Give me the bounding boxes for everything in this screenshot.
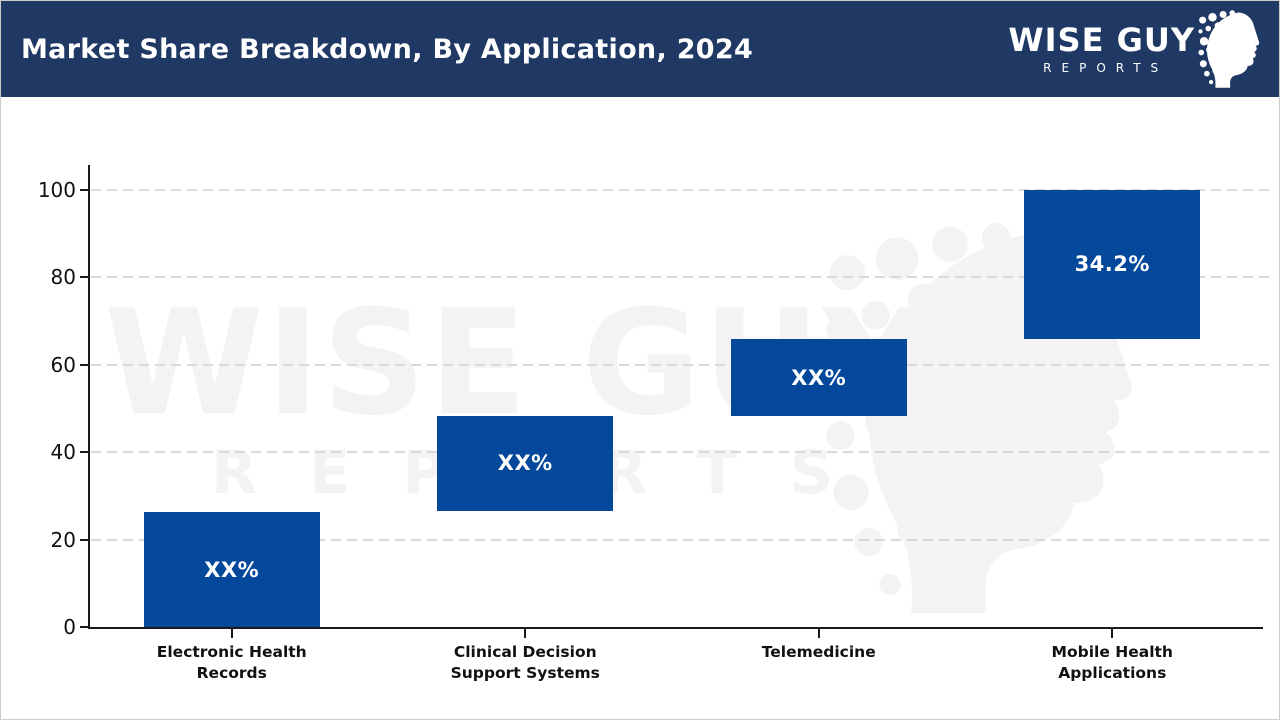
- y-axis-tick-mark: [80, 538, 89, 541]
- brand-logo: WISE GUY REPORTS: [1008, 10, 1271, 88]
- category-label: Clinical Decision Support Systems: [450, 643, 600, 682]
- bar-value-label: 34.2%: [1074, 252, 1150, 277]
- brand-name: WISE GUY: [1008, 20, 1195, 59]
- y-axis-tick-label: 40: [50, 440, 76, 464]
- y-axis-tick-label: 80: [50, 265, 76, 289]
- x-axis-tick-mark: [524, 629, 527, 638]
- category-label: Mobile Health Applications: [1051, 643, 1173, 682]
- gridline-80: [91, 276, 1271, 278]
- y-axis-tick-label: 0: [63, 615, 76, 639]
- brand-subtitle: REPORTS: [1043, 60, 1169, 75]
- gridline-40: [91, 451, 1271, 453]
- y-axis-tick-mark: [80, 363, 89, 366]
- x-axis-tick-mark: [1111, 629, 1114, 638]
- page-title: Market Share Breakdown, By Application, …: [21, 33, 754, 65]
- y-axis-tick-mark: [80, 276, 89, 278]
- x-axis-tick-mark: [230, 629, 233, 638]
- x-axis-spine: [88, 627, 1263, 629]
- bar-segment: XX%: [143, 512, 320, 627]
- y-axis-tick-mark: [80, 451, 89, 453]
- y-axis-tick-label: 100: [37, 177, 76, 202]
- gridline-20: [91, 538, 1271, 541]
- bar-segment: XX%: [730, 339, 907, 417]
- x-axis-tick-mark: [817, 629, 820, 638]
- category-label: Telemedicine: [761, 643, 876, 661]
- bar-segment: 34.2%: [1024, 189, 1201, 340]
- gridline-100: [91, 188, 1271, 191]
- wiseguy-face-icon: [1198, 10, 1260, 88]
- bar-value-label: XX%: [204, 557, 260, 582]
- y-axis-spine: [88, 165, 90, 629]
- y-axis-tick-label: 60: [50, 352, 76, 377]
- brand-text: WISE GUY REPORTS: [1008, 24, 1195, 75]
- gridline-60: [91, 363, 1271, 366]
- bar-value-label: XX%: [497, 451, 553, 476]
- y-axis-tick-label: 20: [50, 527, 76, 552]
- bar-value-label: XX%: [791, 365, 847, 390]
- category-label: Electronic Health Records: [156, 643, 307, 682]
- y-axis-tick-mark: [80, 626, 89, 628]
- y-axis-tick-mark: [80, 188, 89, 191]
- bar-segment: XX%: [437, 416, 614, 511]
- header-bar: Market Share Breakdown, By Application, …: [1, 1, 1279, 97]
